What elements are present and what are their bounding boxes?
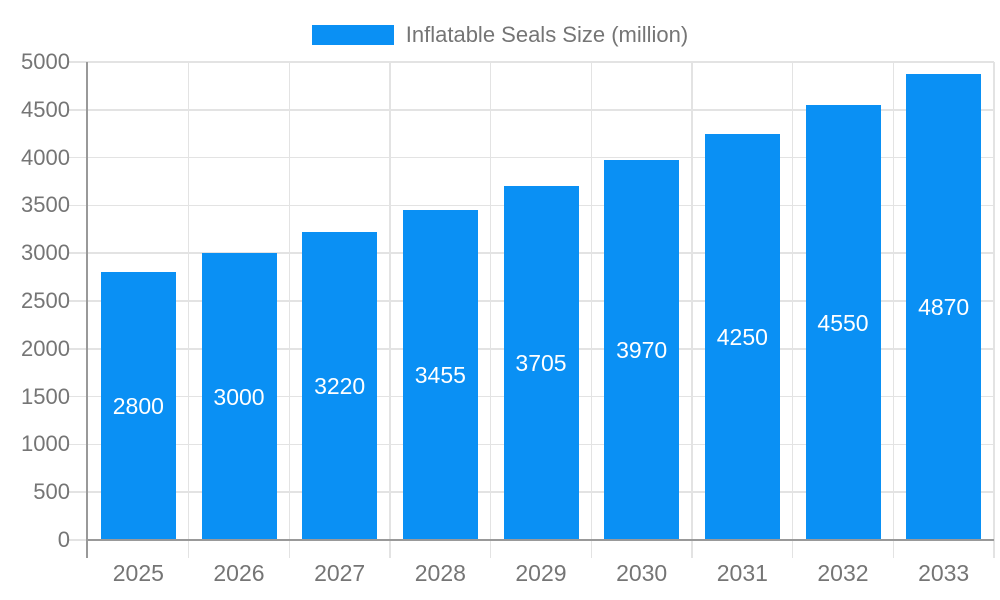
- grid-line-vertical: [489, 62, 492, 558]
- grid-line-vertical: [791, 62, 794, 558]
- bar-2025: [100, 272, 176, 540]
- y-tick-label: 0: [57, 527, 70, 552]
- bar-2026: [201, 253, 277, 540]
- x-tick-label: 2028: [414, 560, 466, 586]
- legend-label: Inflatable Seals Size (million): [405, 22, 689, 47]
- grid-line-vertical: [187, 62, 190, 558]
- x-tick-label: 2026: [213, 560, 265, 586]
- y-tick-label: 2500: [21, 288, 70, 313]
- bar-2027: [302, 232, 378, 540]
- y-tick-label: 3500: [21, 192, 70, 218]
- y-tick-label: 3000: [21, 240, 70, 266]
- bar-2031: [704, 133, 780, 540]
- grid-line-horizontal: [68, 156, 994, 159]
- x-tick-label: 2030: [616, 560, 668, 586]
- y-tick-label: 4500: [21, 96, 70, 122]
- grid-line-vertical: [288, 62, 291, 558]
- x-tick-label: 2033: [918, 560, 970, 586]
- y-axis-line: [86, 62, 88, 558]
- grid-line-vertical: [691, 62, 693, 558]
- bar-2032: [805, 105, 881, 540]
- bar-2029: [503, 185, 579, 540]
- x-tick-label: 2027: [314, 560, 366, 586]
- bar-value-label: 3455: [414, 361, 466, 388]
- bar-value-label: 3000: [213, 383, 265, 410]
- y-tick-label: 1000: [21, 431, 70, 457]
- bar-2028: [402, 209, 478, 540]
- legend-swatch-icon: [311, 25, 394, 45]
- grid-line-vertical: [993, 62, 995, 558]
- x-tick-label: 2029: [515, 560, 567, 586]
- bar-value-label: 2800: [112, 393, 164, 420]
- y-tick-label: 4000: [21, 144, 70, 170]
- y-tick-label: 1500: [21, 383, 70, 409]
- bar-value-label: 4870: [918, 294, 970, 321]
- y-tick-label: 5000: [21, 49, 70, 74]
- x-tick-label: 2031: [716, 560, 768, 586]
- bar-value-label: 3705: [515, 349, 567, 376]
- grid-line-horizontal: [68, 61, 994, 63]
- grid-line-vertical: [389, 62, 391, 558]
- grid-line-vertical: [590, 62, 593, 558]
- grid-line-horizontal: [68, 109, 994, 111]
- x-axis-line: [86, 539, 994, 541]
- x-tick-label: 2032: [817, 560, 869, 586]
- bar-value-label: 4250: [716, 323, 768, 350]
- bar-value-label: 3220: [314, 373, 366, 400]
- grid-line-vertical: [892, 62, 895, 558]
- bar-value-label: 3970: [616, 337, 668, 364]
- x-tick-label: 2025: [112, 560, 164, 586]
- y-tick-label: 2000: [21, 335, 70, 361]
- legend-item[interactable]: Inflatable Seals Size (million): [0, 22, 1000, 48]
- bar-value-label: 4550: [817, 309, 869, 336]
- y-tick-label: 500: [33, 479, 70, 505]
- bar-2033: [906, 74, 982, 540]
- bar-2030: [604, 160, 680, 540]
